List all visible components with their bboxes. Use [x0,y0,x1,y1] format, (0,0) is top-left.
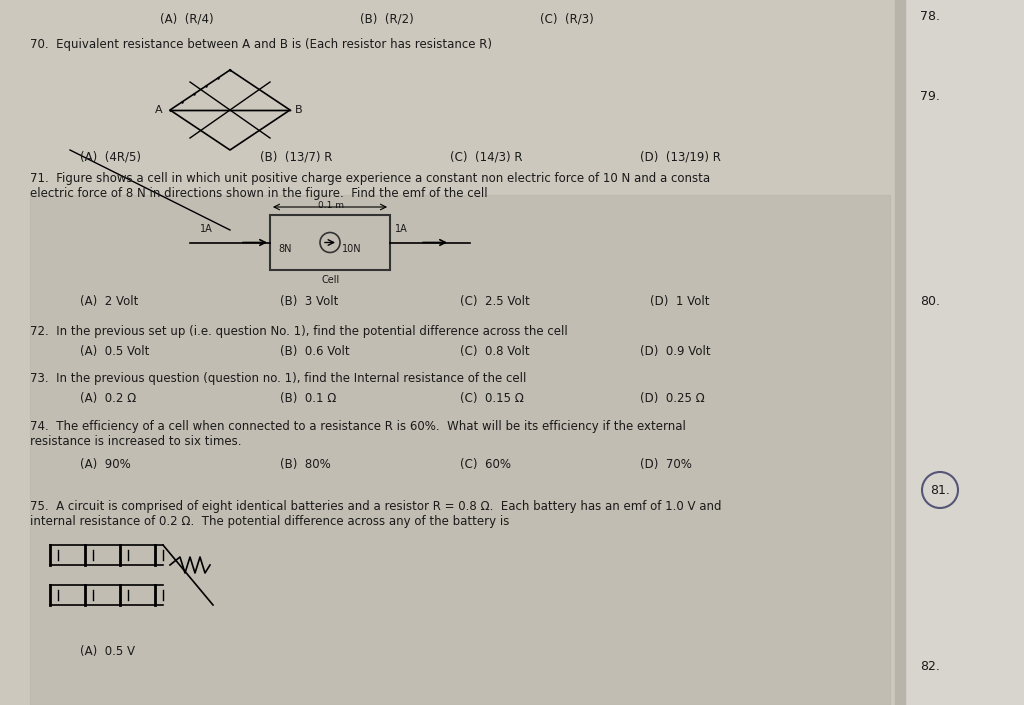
Text: (B)  80%: (B) 80% [280,458,331,471]
Text: 82.: 82. [920,660,940,673]
Text: (D)  (13/19) R: (D) (13/19) R [640,150,721,163]
Text: electric force of 8 N in directions shown in the figure.  Find the emf of the ce: electric force of 8 N in directions show… [30,187,487,200]
Text: (D)  0.9 Volt: (D) 0.9 Volt [640,345,711,358]
Text: (D)  0.25 Ω: (D) 0.25 Ω [640,392,705,405]
Text: B: B [295,105,303,115]
Text: (B)  (R/2): (B) (R/2) [360,12,414,25]
Text: (D)  1 Volt: (D) 1 Volt [650,295,710,308]
Text: 10N: 10N [342,245,361,255]
Text: 73.  In the previous question (question no. 1), find the Internal resistance of : 73. In the previous question (question n… [30,372,526,385]
Text: (D)  70%: (D) 70% [640,458,692,471]
Text: 74.  The efficiency of a cell when connected to a resistance R is 60%.  What wil: 74. The efficiency of a cell when connec… [30,420,686,433]
Text: (C)  (14/3) R: (C) (14/3) R [450,150,522,163]
Text: (C)  (R/3): (C) (R/3) [540,12,594,25]
Bar [270,215,390,270]
Text: (A)  (4R/5): (A) (4R/5) [80,150,141,163]
Text: 0.1 m: 0.1 m [318,201,344,210]
Text: (A)  2 Volt: (A) 2 Volt [80,295,138,308]
Text: 1A: 1A [200,224,213,235]
Text: A: A [155,105,163,115]
Bar [895,0,905,705]
Text: 81.: 81. [930,484,950,496]
Bar [30,195,890,705]
Text: resistance is increased to six times.: resistance is increased to six times. [30,435,242,448]
Text: 1A: 1A [395,224,408,235]
Text: (B)  3 Volt: (B) 3 Volt [280,295,338,308]
Text: 70.  Equivalent resistance between A and B is (Each resistor has resistance R): 70. Equivalent resistance between A and … [30,38,492,51]
Text: 79.: 79. [920,90,940,103]
Text: 78.: 78. [920,10,940,23]
Text: (A)  (R/4): (A) (R/4) [160,12,214,25]
Text: (C)  0.8 Volt: (C) 0.8 Volt [460,345,529,358]
Text: 8N: 8N [278,245,292,255]
Text: 71.  Figure shows a cell in which unit positive charge experience a constant non: 71. Figure shows a cell in which unit po… [30,172,710,185]
Text: (A)  0.5 Volt: (A) 0.5 Volt [80,345,150,358]
Text: (A)  0.2 Ω: (A) 0.2 Ω [80,392,136,405]
Text: 80.: 80. [920,295,940,308]
Text: (C)  0.15 Ω: (C) 0.15 Ω [460,392,524,405]
Text: 75.  A circuit is comprised of eight identical batteries and a resistor R = 0.8 : 75. A circuit is comprised of eight iden… [30,500,722,513]
Text: (B)  (13/7) R: (B) (13/7) R [260,150,333,163]
Text: 72.  In the previous set up (i.e. question No. 1), find the potential difference: 72. In the previous set up (i.e. questio… [30,325,567,338]
Text: (C)  2.5 Volt: (C) 2.5 Volt [460,295,529,308]
Text: Cell: Cell [322,275,340,285]
Bar [900,0,1024,705]
Text: (A)  90%: (A) 90% [80,458,131,471]
Text: (A)  0.5 V: (A) 0.5 V [80,645,135,658]
Text: internal resistance of 0.2 Ω.  The potential difference across any of the batter: internal resistance of 0.2 Ω. The potent… [30,515,509,528]
Text: (C)  60%: (C) 60% [460,458,511,471]
Text: (B)  0.6 Volt: (B) 0.6 Volt [280,345,349,358]
Bar [0,0,900,705]
Text: (B)  0.1 Ω: (B) 0.1 Ω [280,392,336,405]
